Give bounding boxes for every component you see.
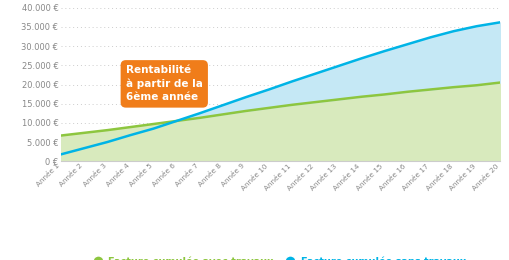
Text: Rentabilité
à partir de la
6ème année: Rentabilité à partir de la 6ème année — [126, 65, 202, 102]
Legend: Facture cumulée avec travaux, Facture cumulée sans travaux: Facture cumulée avec travaux, Facture cu… — [95, 257, 465, 260]
